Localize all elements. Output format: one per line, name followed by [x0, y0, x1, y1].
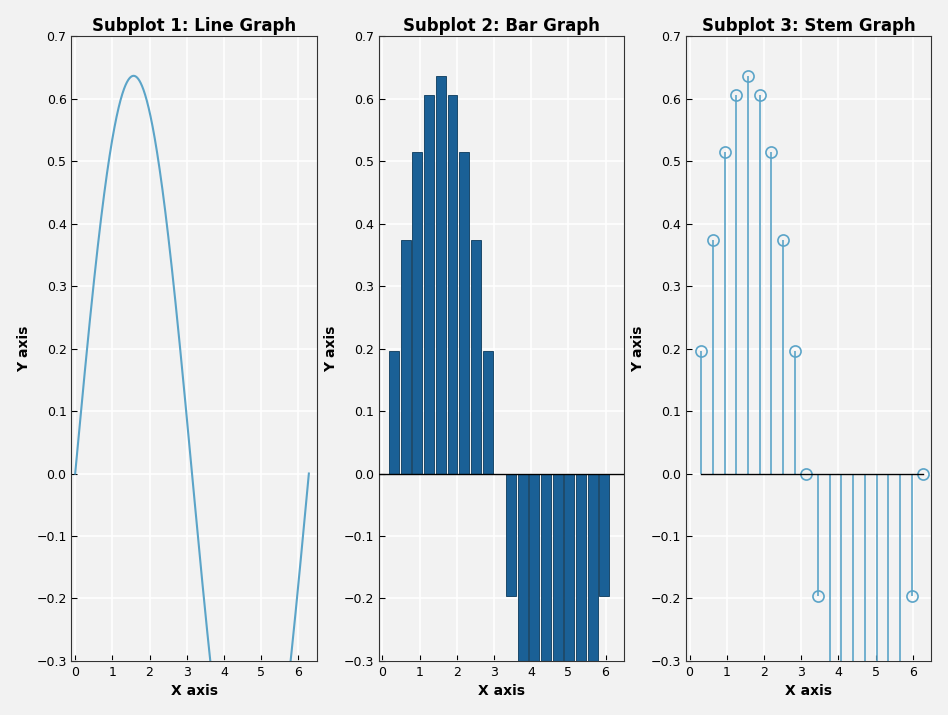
- Bar: [576, 473, 586, 715]
- X-axis label: X axis: X axis: [171, 684, 218, 699]
- Bar: [518, 473, 527, 707]
- Bar: [459, 152, 469, 473]
- Title: Subplot 2: Bar Graph: Subplot 2: Bar Graph: [403, 16, 600, 34]
- Bar: [599, 473, 610, 596]
- Bar: [529, 473, 539, 715]
- Bar: [389, 350, 399, 473]
- Y-axis label: Y axis: Y axis: [631, 325, 645, 372]
- Bar: [447, 95, 458, 473]
- Title: Subplot 3: Stem Graph: Subplot 3: Stem Graph: [702, 16, 916, 34]
- Bar: [401, 240, 410, 473]
- Y-axis label: Y axis: Y axis: [324, 325, 337, 372]
- Bar: [564, 473, 574, 715]
- Bar: [471, 240, 481, 473]
- Title: Subplot 1: Line Graph: Subplot 1: Line Graph: [92, 16, 297, 34]
- Bar: [541, 473, 551, 715]
- Bar: [412, 152, 423, 473]
- Bar: [588, 473, 597, 707]
- Bar: [553, 473, 562, 715]
- X-axis label: X axis: X axis: [785, 684, 832, 699]
- Bar: [506, 473, 516, 596]
- Bar: [424, 95, 434, 473]
- X-axis label: X axis: X axis: [478, 684, 525, 699]
- Y-axis label: Y axis: Y axis: [17, 325, 30, 372]
- Bar: [436, 76, 446, 473]
- Bar: [483, 350, 493, 473]
